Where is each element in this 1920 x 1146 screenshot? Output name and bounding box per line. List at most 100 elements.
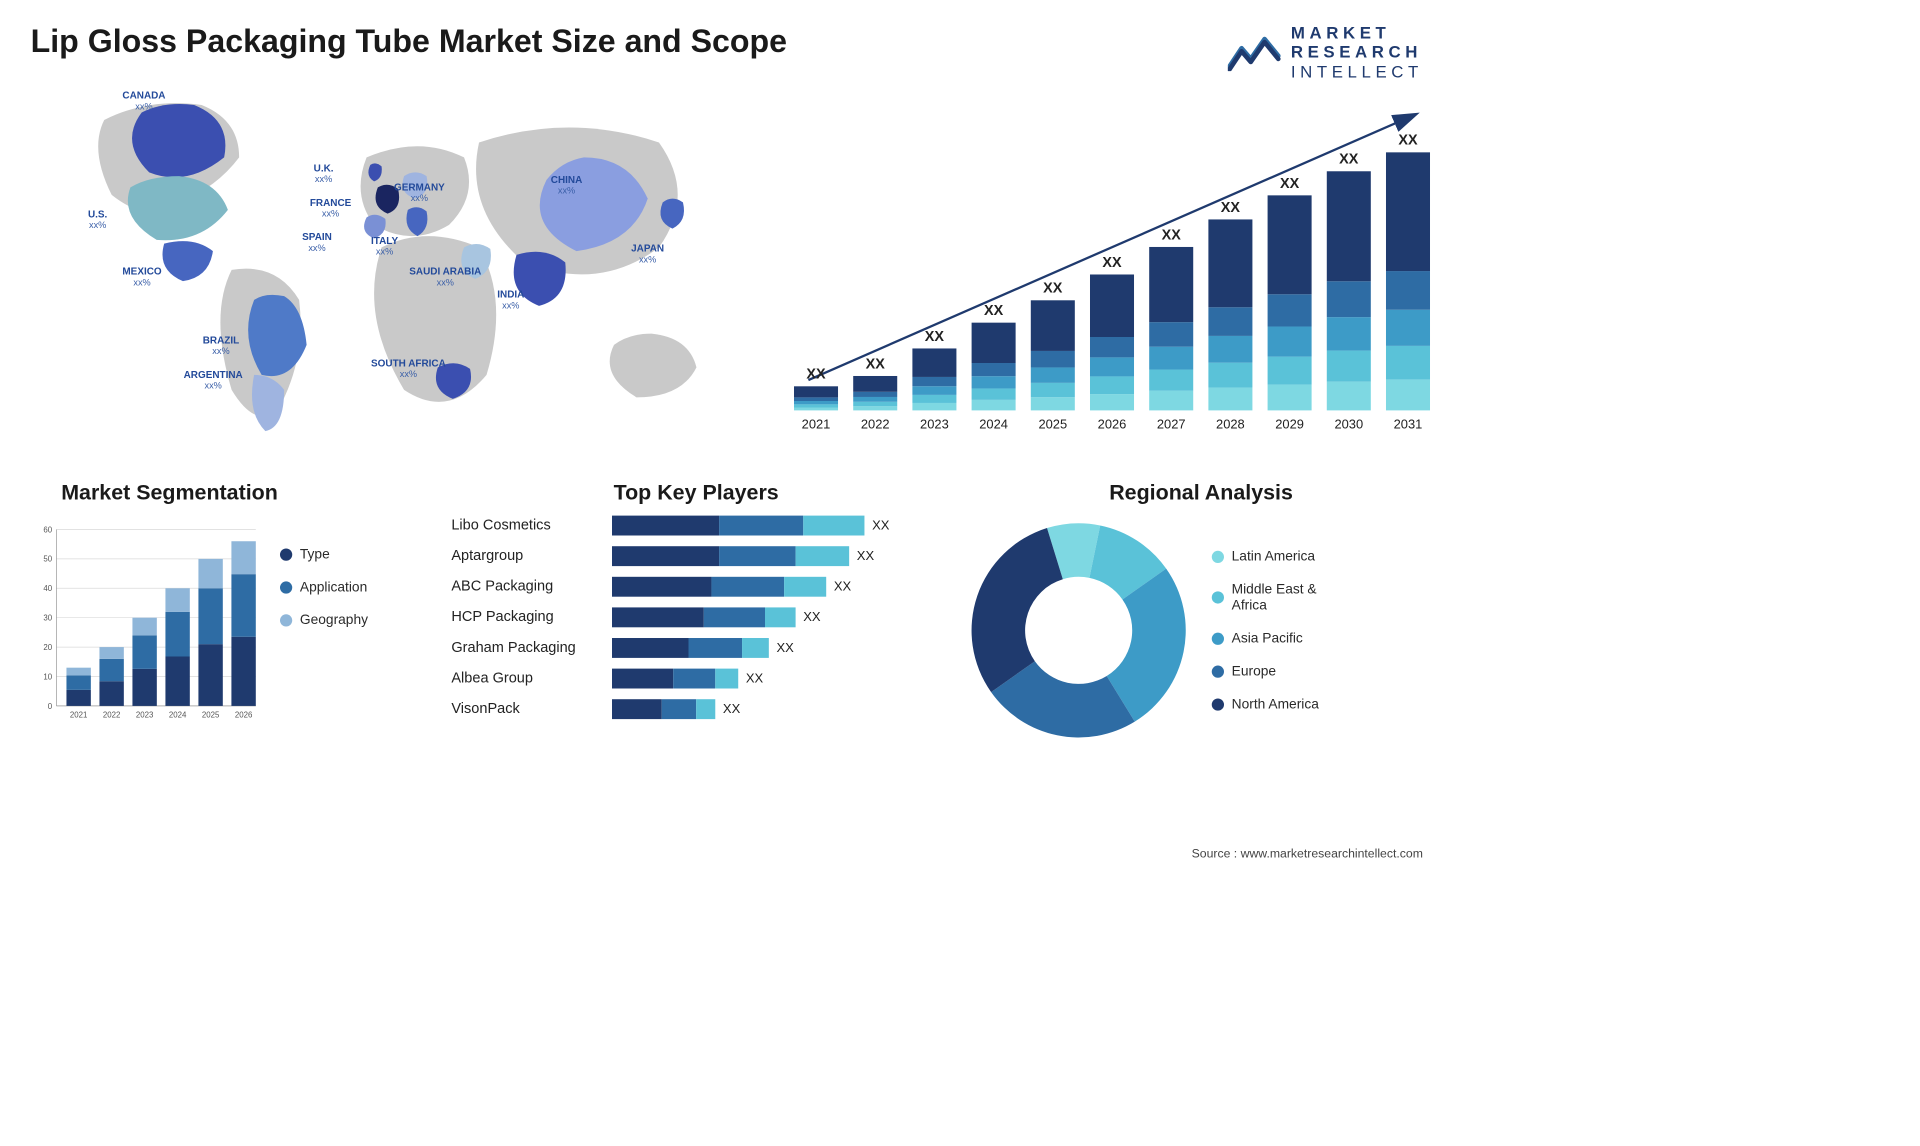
keyplayer-name: Libo Cosmetics — [451, 516, 596, 536]
map-label: CANADAxx% — [122, 90, 165, 112]
svg-text:0: 0 — [48, 702, 53, 711]
legend-swatch — [280, 548, 292, 560]
keyplayer-name: Aptargroup — [451, 546, 596, 566]
svg-text:XX: XX — [865, 356, 885, 372]
svg-text:2030: 2030 — [1334, 417, 1363, 432]
keyplayer-row: XX — [612, 577, 941, 597]
keyplayer-bar — [612, 699, 715, 719]
keyplayer-value: XX — [723, 702, 740, 717]
svg-text:2023: 2023 — [136, 710, 154, 719]
keyplayer-row: XX — [612, 638, 941, 658]
map-label: FRANCExx% — [310, 197, 351, 219]
keyplayer-bar — [612, 607, 796, 627]
svg-text:2029: 2029 — [1275, 417, 1304, 432]
svg-text:2026: 2026 — [235, 710, 253, 719]
svg-text:2021: 2021 — [802, 417, 831, 432]
logo-mark-icon — [1228, 33, 1282, 71]
svg-text:60: 60 — [43, 525, 52, 534]
keyplayer-value: XX — [803, 610, 820, 625]
map-label: BRAZILxx% — [203, 335, 239, 357]
map-label: U.K.xx% — [314, 163, 334, 185]
svg-text:2026: 2026 — [1098, 417, 1127, 432]
map-label: U.S.xx% — [88, 209, 107, 231]
keyplayer-row: XX — [612, 546, 941, 566]
legend-label: Latin America — [1232, 549, 1315, 565]
keyplayers-title: Top Key Players — [451, 480, 941, 504]
map-label: SOUTH AFRICAxx% — [371, 358, 446, 380]
legend-label: Asia Pacific — [1232, 630, 1303, 646]
svg-text:2023: 2023 — [920, 417, 949, 432]
segmentation-title: Market Segmentation — [31, 480, 429, 504]
keyplayer-bars: XX XX XX XX XX XX XX — [612, 516, 941, 719]
keyplayer-value: XX — [834, 579, 851, 594]
svg-text:2024: 2024 — [169, 710, 187, 719]
keyplayer-names: Libo Cosmetics Aptargroup ABC Packaging HCP… — [451, 516, 596, 719]
keyplayer-bar — [612, 546, 849, 566]
logo-line1: MARKET — [1291, 23, 1423, 42]
legend-label: North America — [1232, 696, 1319, 712]
svg-text:2021: 2021 — [70, 710, 88, 719]
svg-text:2028: 2028 — [1216, 417, 1245, 432]
map-label: MEXICOxx% — [122, 266, 161, 288]
keyplayer-name: HCP Packaging — [451, 607, 596, 627]
legend-item: Europe — [1212, 663, 1347, 679]
svg-text:2022: 2022 — [861, 417, 890, 432]
keyplayer-name: Graham Packaging — [451, 638, 596, 658]
map-label: ARGENTINAxx% — [184, 369, 243, 391]
legend-label: Application — [300, 579, 367, 595]
world-map-panel: CANADAxx% U.S.xx% MEXICOxx% BRAZILxx% ARGENT… — [31, 75, 763, 450]
svg-text:2024: 2024 — [979, 417, 1008, 432]
legend-item: Application — [280, 579, 368, 595]
logo-line2: RESEARCH — [1291, 42, 1423, 61]
segmentation-chart: 0102030405060202120222023202420252026 — [31, 516, 261, 730]
legend-item: Latin America — [1212, 549, 1347, 565]
keyplayer-row: XX — [612, 516, 941, 536]
brand-logo: MARKET RESEARCH INTELLECT — [1228, 23, 1423, 81]
svg-text:XX: XX — [1280, 176, 1300, 192]
map-label: GERMANYxx% — [394, 182, 445, 204]
svg-text:2025: 2025 — [1038, 417, 1067, 432]
segmentation-legend: TypeApplicationGeography — [280, 516, 368, 730]
map-label: JAPANxx% — [631, 243, 664, 265]
keyplayer-row: XX — [612, 699, 941, 719]
svg-text:20: 20 — [43, 643, 52, 652]
keyplayer-name: Albea Group — [451, 669, 596, 689]
page-title: Lip Gloss Packaging Tube Market Size and… — [31, 23, 1439, 60]
legend-label: Type — [300, 546, 330, 562]
svg-text:XX: XX — [1161, 227, 1181, 243]
map-label: INDIAxx% — [497, 289, 524, 311]
svg-text:XX: XX — [1339, 152, 1359, 168]
svg-text:2027: 2027 — [1157, 417, 1186, 432]
legend-swatch — [1212, 632, 1224, 644]
regional-title: Regional Analysis — [964, 480, 1438, 504]
svg-text:XX: XX — [1398, 133, 1418, 149]
forecast-chart-panel: XX 2021 XX 2022 XX 2023 XX 2024 XX 2025 XX 2026 XX 20… — [785, 75, 1438, 450]
keyplayer-value: XX — [746, 671, 763, 686]
legend-item: North America — [1212, 696, 1347, 712]
svg-text:10: 10 — [43, 672, 52, 681]
regional-legend: Latin AmericaMiddle East & AfricaAsia Pa… — [1212, 549, 1347, 713]
regional-section: Regional Analysis Latin AmericaMiddle Ea… — [964, 480, 1438, 745]
keyplayer-bar — [612, 669, 738, 689]
keyplayer-bar — [612, 516, 864, 536]
legend-label: Europe — [1232, 663, 1276, 679]
legend-swatch — [1212, 698, 1224, 710]
keyplayer-name: ABC Packaging — [451, 577, 596, 597]
legend-item: Type — [280, 546, 368, 562]
keyplayer-value: XX — [872, 518, 889, 533]
svg-text:XX: XX — [1221, 200, 1241, 216]
keyplayer-row: XX — [612, 607, 941, 627]
legend-swatch — [280, 614, 292, 626]
svg-text:XX: XX — [806, 367, 826, 383]
map-label: SPAINxx% — [302, 232, 332, 254]
keyplayer-bar — [612, 577, 826, 597]
legend-swatch — [1212, 665, 1224, 677]
svg-text:40: 40 — [43, 584, 52, 593]
svg-text:2031: 2031 — [1393, 417, 1422, 432]
svg-text:2025: 2025 — [202, 710, 220, 719]
keyplayers-section: Top Key Players Libo Cosmetics Aptargroup… — [451, 480, 941, 745]
legend-swatch — [280, 581, 292, 593]
map-label: ITALYxx% — [371, 236, 398, 258]
source-attribution: Source : www.marketresearchintellect.com — [1192, 848, 1423, 862]
keyplayer-value: XX — [857, 549, 874, 564]
